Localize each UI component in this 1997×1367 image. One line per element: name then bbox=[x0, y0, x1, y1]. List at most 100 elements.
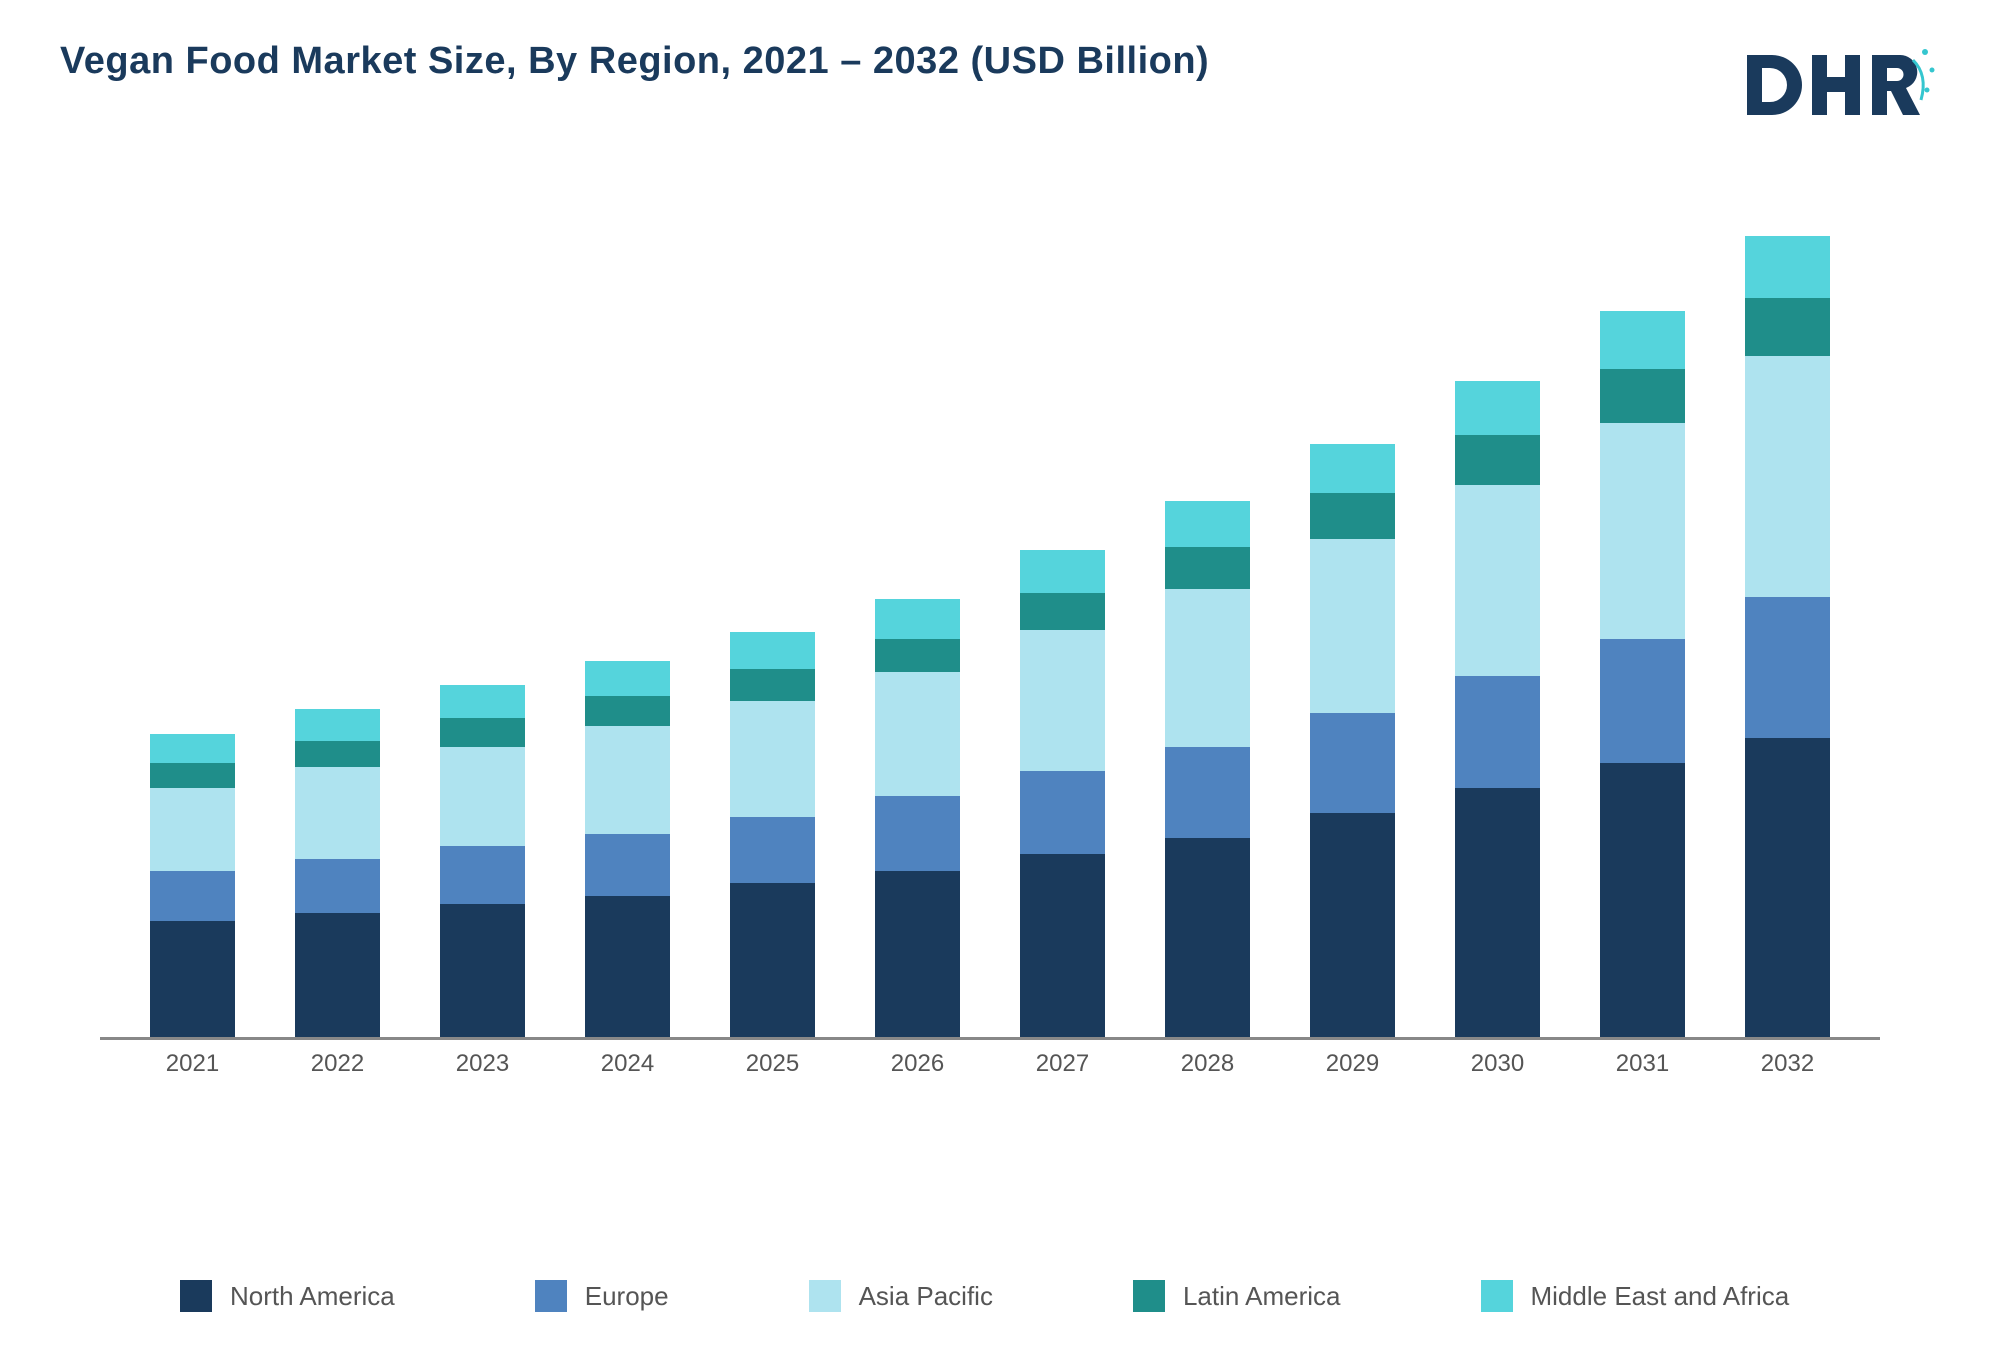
bar-segment-latin-america bbox=[585, 696, 670, 726]
legend-label: Asia Pacific bbox=[859, 1281, 993, 1312]
x-axis-label: 2023 bbox=[410, 1050, 555, 1078]
bar-column bbox=[555, 661, 700, 1037]
bar-segment-europe bbox=[440, 846, 525, 904]
bar-segment-latin-america bbox=[1310, 493, 1395, 539]
bar-segment-europe bbox=[1020, 771, 1105, 854]
bar-segment-mea bbox=[585, 661, 670, 696]
bar-segment-latin-america bbox=[295, 741, 380, 768]
bar-stack bbox=[1600, 311, 1685, 1037]
bar-segment-europe bbox=[150, 871, 235, 921]
bar-segment-north-america bbox=[295, 913, 380, 1038]
bar-segment-latin-america bbox=[875, 639, 960, 672]
bar-segment-asia-pacific bbox=[1455, 485, 1540, 676]
bar-segment-mea bbox=[1745, 236, 1830, 298]
x-axis-label: 2028 bbox=[1135, 1050, 1280, 1078]
bar-stack bbox=[440, 685, 525, 1037]
bar-column bbox=[1135, 501, 1280, 1037]
bar-segment-latin-america bbox=[1020, 593, 1105, 630]
bar-segment-europe bbox=[875, 796, 960, 871]
legend-label: Latin America bbox=[1183, 1281, 1341, 1312]
legend-swatch bbox=[809, 1280, 841, 1312]
bar-column bbox=[410, 685, 555, 1037]
x-axis-label: 2027 bbox=[990, 1050, 1135, 1078]
legend-label: Middle East and Africa bbox=[1531, 1281, 1790, 1312]
bar-stack bbox=[295, 709, 380, 1037]
chart-title: Vegan Food Market Size, By Region, 2021 … bbox=[60, 40, 1209, 83]
x-axis-label: 2032 bbox=[1715, 1050, 1860, 1078]
bar-segment-latin-america bbox=[1165, 547, 1250, 589]
bar-segment-mea bbox=[1020, 550, 1105, 593]
bar-segment-latin-america bbox=[1600, 369, 1685, 423]
bar-column bbox=[1425, 381, 1570, 1037]
bar-stack bbox=[1745, 236, 1830, 1037]
legend: North America Europe Asia Pacific Latin Ame… bbox=[180, 1280, 1937, 1312]
bar-segment-north-america bbox=[875, 871, 960, 1037]
bar-stack bbox=[150, 734, 235, 1037]
bar-segment-north-america bbox=[1165, 838, 1250, 1037]
bar-segment-europe bbox=[1745, 597, 1830, 738]
bar-segment-asia-pacific bbox=[295, 767, 380, 858]
bar-segment-asia-pacific bbox=[1310, 539, 1395, 713]
bar-stack bbox=[1310, 444, 1395, 1037]
legend-swatch bbox=[1133, 1280, 1165, 1312]
bar-segment-north-america bbox=[440, 904, 525, 1037]
bar-segment-mea bbox=[1455, 381, 1540, 435]
bar-column bbox=[1715, 236, 1860, 1037]
bar-segment-north-america bbox=[730, 883, 815, 1037]
x-axis-label: 2030 bbox=[1425, 1050, 1570, 1078]
bar-segment-asia-pacific bbox=[440, 747, 525, 847]
dhr-logo bbox=[1737, 40, 1937, 130]
bar-stack bbox=[875, 599, 960, 1037]
header: Vegan Food Market Size, By Region, 2021 … bbox=[60, 40, 1937, 130]
bar-segment-north-america bbox=[585, 896, 670, 1037]
x-axis-label: 2031 bbox=[1570, 1050, 1715, 1078]
bar-segment-asia-pacific bbox=[1165, 589, 1250, 747]
bar-segment-north-america bbox=[1455, 788, 1540, 1037]
legend-item: Middle East and Africa bbox=[1481, 1280, 1790, 1312]
bar-segment-north-america bbox=[1020, 854, 1105, 1037]
bar-segment-mea bbox=[1600, 311, 1685, 369]
bar-column bbox=[1280, 444, 1425, 1037]
legend-swatch bbox=[535, 1280, 567, 1312]
bar-segment-mea bbox=[730, 632, 815, 669]
legend-swatch bbox=[180, 1280, 212, 1312]
bar-segment-europe bbox=[1600, 639, 1685, 764]
bar-stack bbox=[1455, 381, 1540, 1037]
bar-segment-north-america bbox=[1310, 813, 1395, 1037]
bar-segment-asia-pacific bbox=[1020, 630, 1105, 771]
bar-segment-mea bbox=[295, 709, 380, 741]
legend-item: Europe bbox=[535, 1280, 669, 1312]
bar-segment-latin-america bbox=[440, 718, 525, 746]
bar-column bbox=[265, 709, 410, 1037]
bar-segment-latin-america bbox=[150, 763, 235, 788]
bar-segment-europe bbox=[1310, 713, 1395, 813]
bar-segment-mea bbox=[875, 599, 960, 639]
x-axis-labels: 2021202220232024202520262027202820292030… bbox=[100, 1050, 1880, 1078]
bar-segment-latin-america bbox=[1455, 435, 1540, 485]
bar-stack bbox=[1165, 501, 1250, 1037]
bar-segment-asia-pacific bbox=[1745, 356, 1830, 597]
legend-item: North America bbox=[180, 1280, 395, 1312]
legend-item: Latin America bbox=[1133, 1280, 1341, 1312]
bars-row bbox=[100, 210, 1880, 1037]
bar-segment-mea bbox=[440, 685, 525, 718]
x-axis-label: 2029 bbox=[1280, 1050, 1425, 1078]
bar-stack bbox=[730, 632, 815, 1037]
bar-segment-mea bbox=[1310, 444, 1395, 494]
x-axis-label: 2025 bbox=[700, 1050, 845, 1078]
x-axis-label: 2022 bbox=[265, 1050, 410, 1078]
legend-swatch bbox=[1481, 1280, 1513, 1312]
bar-column bbox=[700, 632, 845, 1037]
legend-label: North America bbox=[230, 1281, 395, 1312]
bar-segment-asia-pacific bbox=[585, 726, 670, 834]
bar-segment-north-america bbox=[150, 921, 235, 1037]
bar-segment-asia-pacific bbox=[1600, 423, 1685, 639]
bar-segment-north-america bbox=[1600, 763, 1685, 1037]
bar-stack bbox=[585, 661, 670, 1037]
x-axis-label: 2021 bbox=[120, 1050, 265, 1078]
x-axis-label: 2024 bbox=[555, 1050, 700, 1078]
plot-region bbox=[100, 210, 1880, 1040]
bar-segment-asia-pacific bbox=[875, 672, 960, 797]
bar-column bbox=[1570, 311, 1715, 1037]
bar-segment-europe bbox=[295, 859, 380, 913]
